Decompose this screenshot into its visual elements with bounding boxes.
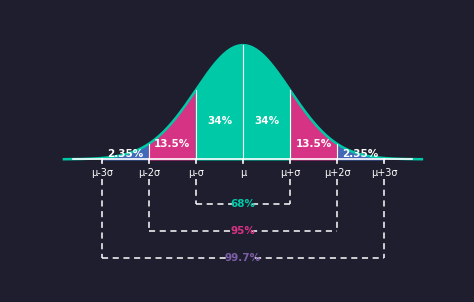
Text: 34%: 34% [254, 116, 279, 126]
Text: μ-σ: μ-σ [188, 169, 204, 178]
Text: μ+σ: μ+σ [280, 169, 300, 178]
Text: 95%: 95% [230, 226, 255, 236]
Text: μ-3σ: μ-3σ [91, 169, 113, 178]
Text: 13.5%: 13.5% [154, 139, 191, 149]
Text: 68%: 68% [230, 199, 255, 209]
Text: 2.35%: 2.35% [107, 149, 143, 159]
Text: 13.5%: 13.5% [295, 139, 332, 149]
Text: μ+3σ: μ+3σ [371, 169, 398, 178]
Text: 99.7%: 99.7% [225, 253, 261, 263]
Text: 34%: 34% [207, 116, 232, 126]
Text: μ-2σ: μ-2σ [137, 169, 160, 178]
Text: μ: μ [240, 169, 246, 178]
Text: 2.35%: 2.35% [343, 149, 379, 159]
Text: μ+2σ: μ+2σ [324, 169, 350, 178]
